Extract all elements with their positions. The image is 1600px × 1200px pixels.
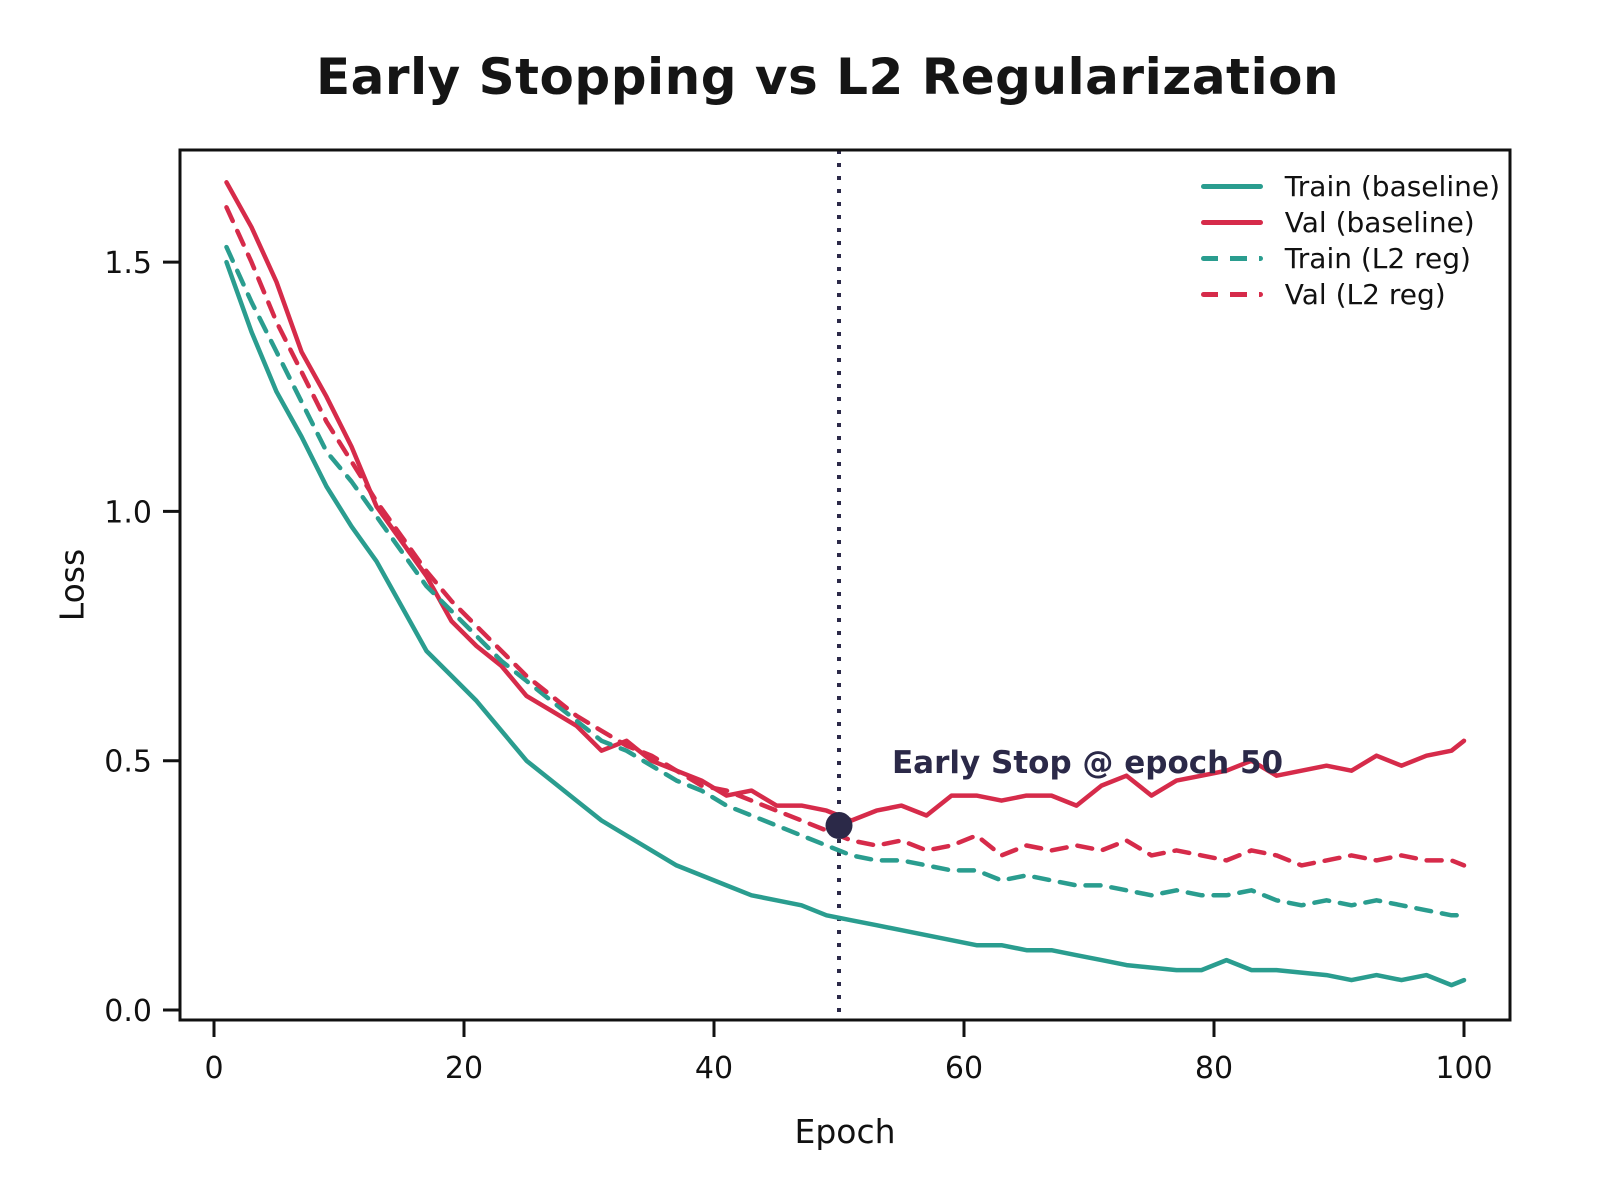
legend-item-train-baseline: Train (baseline)	[1200, 168, 1500, 204]
early-stop-marker	[825, 812, 853, 840]
legend: Train (baseline) Val (baseline) Train (L…	[1200, 168, 1500, 312]
legend-item-val-l2: Val (L2 reg)	[1200, 276, 1500, 312]
legend-line-dashed-red-icon	[1200, 291, 1263, 297]
legend-line-dashed-teal-icon	[1200, 255, 1263, 261]
x-tick-label: 80	[1195, 1051, 1233, 1086]
legend-item-train-l2: Train (L2 reg)	[1200, 240, 1500, 276]
y-tick-label: 1.5	[104, 246, 152, 281]
x-axis-label: Epoch	[794, 1112, 896, 1151]
legend-label: Train (baseline)	[1284, 169, 1500, 203]
x-tick-label: 40	[695, 1051, 733, 1086]
series-line-train-l2-reg-	[224, 244, 1467, 918]
legend-label: Val (L2 reg)	[1284, 277, 1446, 311]
legend-line-solid-red-icon	[1200, 219, 1263, 225]
early-stop-annotation: Early Stop @ epoch 50	[892, 745, 1284, 781]
y-tick-label: 0.5	[104, 745, 152, 780]
y-axis-label: Loss	[52, 548, 92, 622]
x-tick-label: 100	[1435, 1051, 1492, 1086]
legend-label: Train (L2 reg)	[1284, 241, 1471, 275]
axes-frame	[178, 148, 1512, 1022]
legend-label: Val (baseline)	[1284, 205, 1475, 239]
y-tick-label: 1.0	[104, 495, 152, 530]
chart-title: Early Stopping vs L2 Regularization	[315, 48, 1340, 106]
y-tick-label: 0.0	[104, 994, 152, 1029]
legend-line-solid-teal-icon	[1200, 183, 1263, 189]
x-tick-label: 60	[945, 1051, 983, 1086]
series-line-val-l2-reg-	[224, 205, 1467, 868]
x-tick-label: 0	[204, 1051, 223, 1086]
legend-item-val-baseline: Val (baseline)	[1200, 204, 1500, 240]
x-tick-label: 20	[445, 1051, 483, 1086]
series-line-train-baseline-	[224, 259, 1467, 988]
